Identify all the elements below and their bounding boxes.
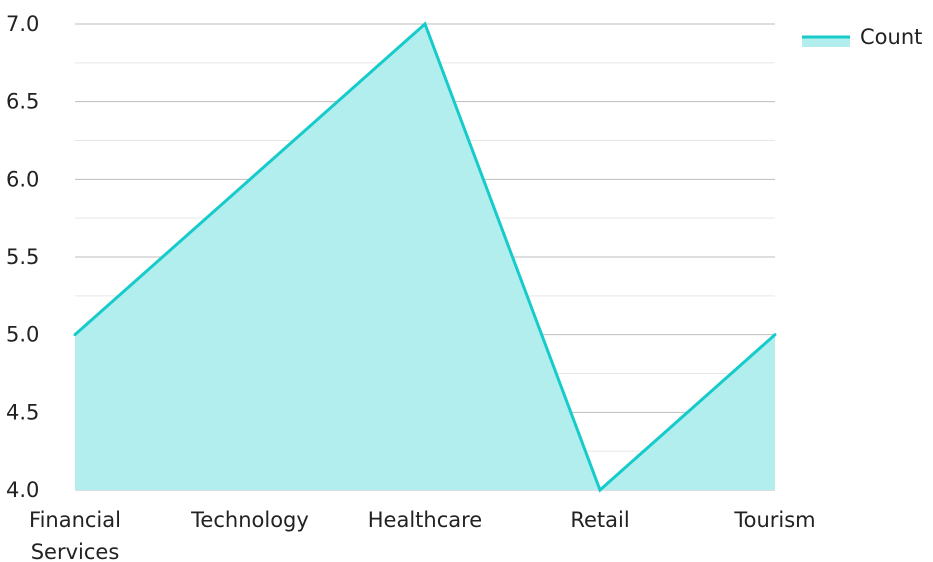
x-tick-label: Tourism (733, 508, 815, 532)
x-tick-label: Retail (570, 508, 629, 532)
y-tick-label: 4.0 (6, 478, 39, 502)
legend: Count (802, 25, 922, 49)
x-axis: Financial Services Technology Healthcare Ret… (29, 508, 816, 562)
data-point-4 (773, 333, 777, 337)
data-point-0 (73, 333, 77, 337)
legend-swatch-fill (802, 37, 850, 47)
x-tick-label: Financial Services (29, 508, 121, 562)
y-tick-label: 5.0 (6, 323, 39, 347)
x-tick-label: Healthcare (368, 508, 482, 532)
series-line-layer (73, 21, 777, 493)
y-tick-label: 6.0 (6, 167, 39, 191)
y-tick-label: 7.0 (6, 12, 39, 36)
y-tick-label: 6.5 (6, 90, 39, 114)
y-tick-label: 4.5 (6, 400, 39, 424)
legend-label: Count (860, 25, 922, 49)
series-area-layer (75, 24, 775, 490)
y-axis: 4.0 4.5 5.0 5.5 6.0 6.5 7.0 (6, 12, 39, 502)
series-area-count (75, 24, 775, 490)
data-point-2 (423, 22, 427, 26)
data-point-1 (248, 177, 252, 181)
x-tick-label: Technology (190, 508, 309, 532)
data-point-3 (598, 488, 602, 492)
y-tick-label: 5.5 (6, 245, 39, 269)
